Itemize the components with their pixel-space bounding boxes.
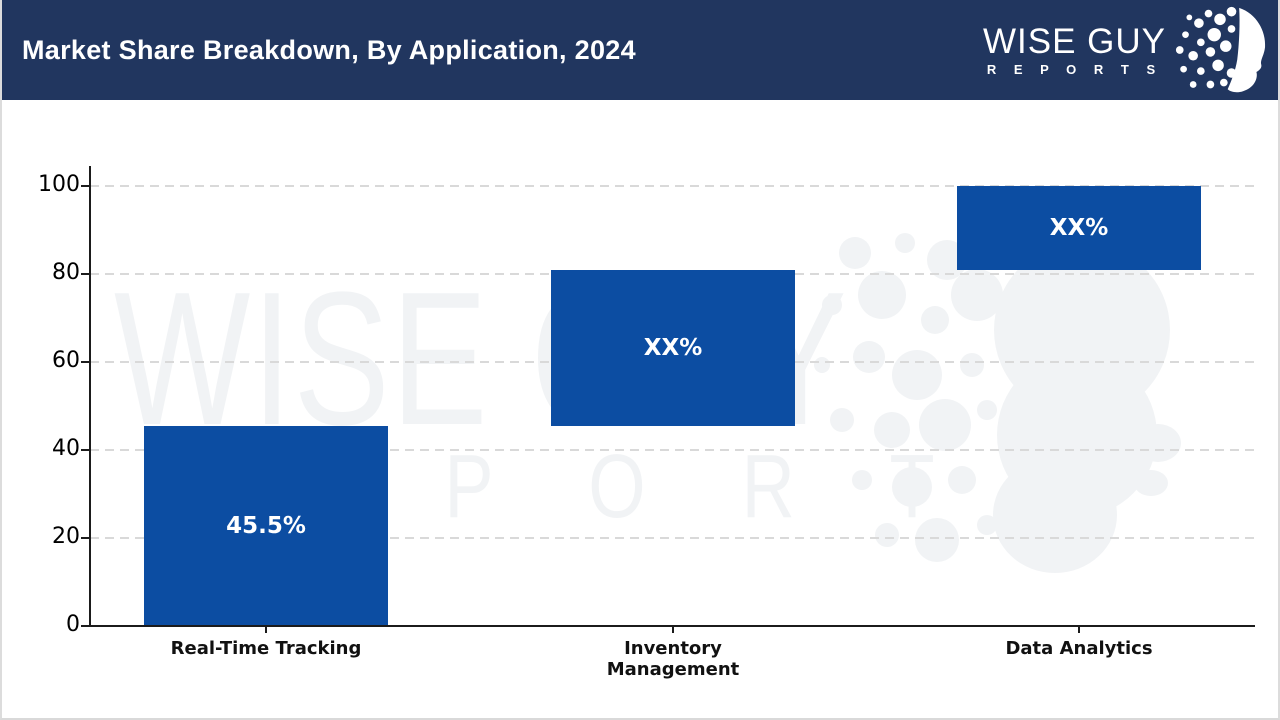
bar-value-label: 45.5% [226, 512, 306, 539]
y-tick-mark [81, 625, 89, 627]
bar: XX% [551, 269, 795, 426]
y-tick-label: 80 [52, 260, 80, 285]
x-tick-mark [672, 627, 674, 633]
gridline [90, 185, 1255, 187]
y-tick-label: 40 [52, 436, 80, 461]
category-label: Real-Time Tracking [170, 638, 362, 659]
y-tick-mark [81, 537, 89, 539]
bar-value-label: XX% [1049, 214, 1109, 241]
logo-wordmark: WISE GUY [982, 22, 1166, 61]
chart-title: Market Share Breakdown, By Application, … [22, 34, 636, 65]
x-tick-mark [265, 627, 267, 633]
gridline [90, 449, 1255, 451]
gridline [90, 537, 1255, 539]
y-tick-mark [81, 185, 89, 187]
header-bar: Market Share Breakdown, By Application, … [2, 0, 1278, 100]
category-label: Data Analytics [1005, 638, 1153, 659]
y-tick-label: 0 [66, 612, 80, 637]
y-tick-mark [81, 273, 89, 275]
x-axis-line [88, 625, 1255, 627]
y-tick-label: 60 [52, 348, 80, 373]
bar: 45.5% [144, 425, 388, 626]
y-tick-label: 100 [38, 172, 80, 197]
brand-logo: WISE GUY R E P O R T S [983, 4, 1268, 96]
x-tick-mark [1078, 627, 1080, 633]
watermark-face-icon [814, 233, 1181, 573]
y-tick-mark [81, 449, 89, 451]
category-label: Inventory Management [606, 638, 740, 680]
bar: XX% [957, 186, 1201, 270]
y-tick-mark [81, 361, 89, 363]
bar-value-label: XX% [643, 334, 703, 361]
logo-subtitle: R E P O R T S [986, 62, 1163, 77]
y-tick-label: 20 [52, 524, 80, 549]
y-axis-line [89, 166, 91, 627]
logo-face-icon [1175, 6, 1266, 93]
